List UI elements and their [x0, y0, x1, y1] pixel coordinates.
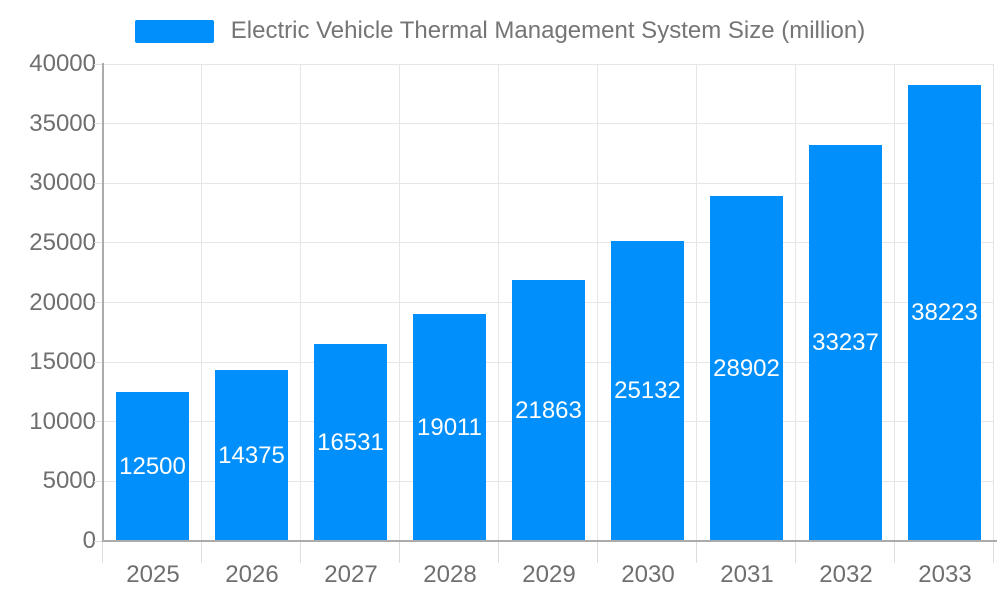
y-tick-label: 10000 [29, 408, 96, 435]
y-tick-label: 0 [82, 527, 96, 554]
x-tick-label: 2031 [720, 561, 774, 588]
y-tick [94, 242, 102, 243]
y-axis-line [102, 63, 104, 542]
x-tick [300, 542, 301, 563]
bar-value-label: 21863 [515, 396, 582, 424]
bar-value-label: 16531 [317, 428, 384, 456]
bar-2028[interactable]: 19011 [413, 314, 486, 541]
v-gridline [894, 64, 895, 541]
x-tick [894, 542, 895, 563]
bar-2026[interactable]: 14375 [215, 370, 288, 541]
bar-value-label: 28902 [713, 354, 780, 382]
legend: Electric Vehicle Thermal Management Syst… [0, 16, 1000, 46]
h-gridline [103, 182, 994, 184]
bar-value-label: 14375 [218, 441, 285, 469]
bar-value-label: 38223 [911, 298, 978, 326]
x-tick [102, 542, 103, 563]
bar-2030[interactable]: 25132 [611, 241, 684, 541]
v-gridline [597, 64, 598, 541]
bar-2027[interactable]: 16531 [314, 344, 387, 541]
y-tick [94, 481, 102, 482]
y-tick-label: 30000 [29, 169, 96, 196]
v-gridline [300, 64, 301, 541]
v-gridline [399, 64, 400, 541]
plot-area: 12500 14375 16531 19011 21863 25132 28902 33237… [103, 63, 994, 541]
y-tick-label: 15000 [29, 348, 96, 375]
x-tick-label: 2025 [126, 561, 180, 588]
x-tick-label: 2026 [225, 561, 279, 588]
x-tick-label: 2032 [819, 561, 873, 588]
bar-value-label: 12500 [119, 452, 186, 480]
x-tick-label: 2027 [324, 561, 378, 588]
h-gridline [103, 63, 994, 65]
x-tick [498, 542, 499, 563]
y-tick [94, 362, 102, 363]
y-tick-label: 5000 [42, 467, 96, 494]
x-axis-line [103, 540, 997, 542]
v-gridline [993, 64, 994, 541]
x-tick [993, 542, 994, 563]
x-tick-label: 2029 [522, 561, 576, 588]
h-gridline [103, 123, 994, 125]
v-gridline [795, 64, 796, 541]
x-tick [597, 542, 598, 563]
y-tick-label: 40000 [29, 50, 96, 77]
x-tick-label: 2028 [423, 561, 477, 588]
y-tick [94, 123, 102, 124]
v-gridline [696, 64, 697, 541]
y-tick-label: 35000 [29, 110, 96, 137]
bar-value-label: 33237 [812, 328, 879, 356]
y-tick [94, 302, 102, 303]
x-tick [696, 542, 697, 563]
bar-2025[interactable]: 12500 [116, 392, 189, 541]
y-tick [94, 64, 102, 65]
legend-label[interactable]: Electric Vehicle Thermal Management Syst… [230, 17, 866, 44]
v-gridline [201, 64, 202, 541]
bar-2033[interactable]: 38223 [908, 85, 981, 541]
bar-2032[interactable]: 33237 [809, 145, 882, 541]
legend-swatch[interactable] [134, 19, 214, 43]
bar-2029[interactable]: 21863 [512, 280, 585, 541]
x-tick [399, 542, 400, 563]
bar-2031[interactable]: 28902 [710, 196, 783, 541]
bar-value-label: 25132 [614, 376, 681, 404]
y-tick [94, 541, 102, 542]
y-tick [94, 421, 102, 422]
v-gridline [498, 64, 499, 541]
bar-value-label: 19011 [417, 413, 482, 441]
y-tick-label: 25000 [29, 229, 96, 256]
y-tick [94, 183, 102, 184]
h-gridline [103, 242, 994, 244]
x-tick-label: 2030 [621, 561, 675, 588]
y-tick-label: 20000 [29, 289, 96, 316]
x-tick-label: 2033 [918, 561, 972, 588]
x-tick [795, 542, 796, 563]
x-tick [201, 542, 202, 563]
